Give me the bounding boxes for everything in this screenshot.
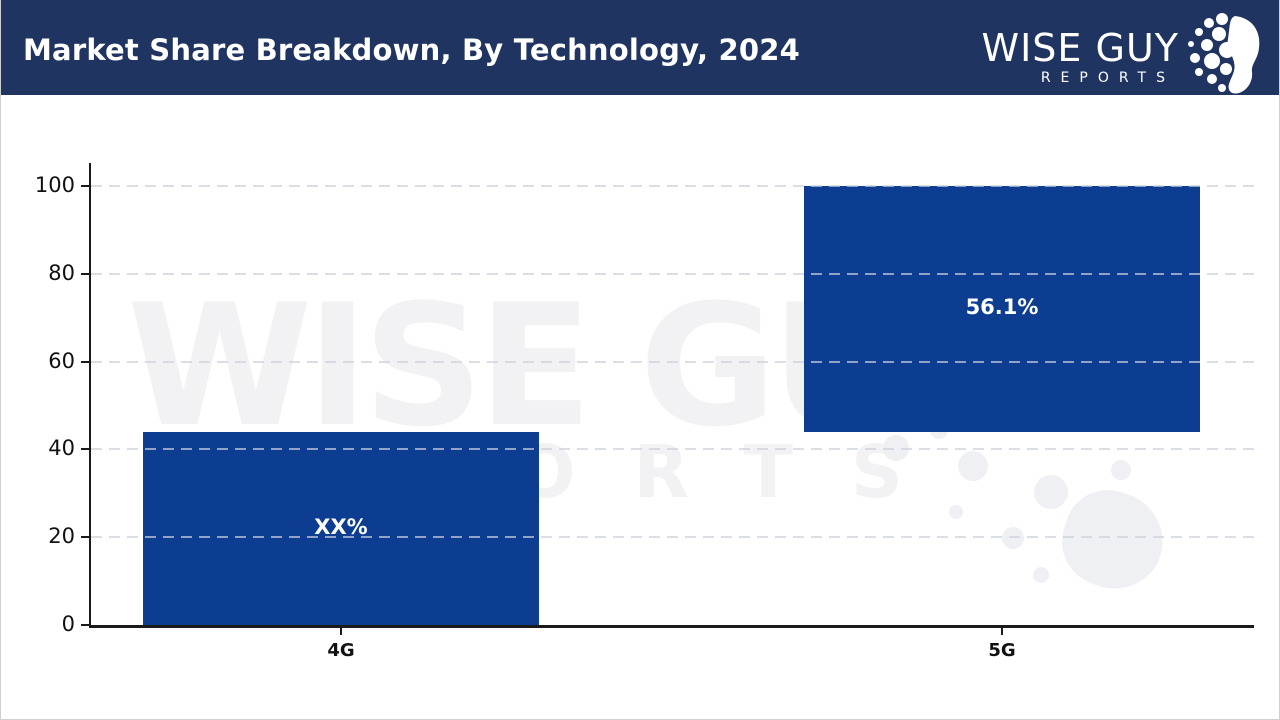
bar-value-label: XX% — [314, 514, 368, 539]
bar-4g — [143, 432, 539, 625]
y-tick-mark — [81, 536, 89, 539]
brand-head-icon — [1188, 13, 1260, 94]
page-title: Market Share Breakdown, By Technology, 2… — [23, 33, 801, 67]
brand-wordmark: WISE GUY — [981, 26, 1179, 70]
gridline — [91, 536, 1254, 539]
y-tick-mark — [81, 272, 89, 275]
gridline — [91, 272, 1254, 275]
x-tick-mark — [1001, 628, 1003, 635]
gridline — [91, 185, 1254, 187]
y-tick-label: 20 — [48, 524, 75, 549]
y-axis-spine — [89, 163, 91, 628]
bar-5g — [804, 186, 1200, 433]
y-tick-label: 80 — [48, 260, 75, 285]
x-tick-label: 4G — [327, 640, 355, 661]
brand-logo: WISE GUY REPORTS — [982, 10, 1267, 94]
y-tick-label: 60 — [48, 348, 75, 373]
y-tick-label: 0 — [61, 612, 75, 636]
y-tick-label: 40 — [48, 436, 75, 461]
x-axis-spine — [89, 625, 1254, 628]
brand-reports-label: REPORTS — [1040, 70, 1175, 86]
y-tick-mark — [81, 624, 89, 626]
x-tick-mark — [340, 628, 342, 635]
y-tick-mark — [81, 185, 89, 187]
gridline — [91, 448, 1254, 451]
bar-value-label: 56.1% — [965, 295, 1039, 320]
gridline — [91, 360, 1254, 363]
y-tick-mark — [81, 360, 89, 363]
y-tick-mark — [81, 448, 89, 451]
x-tick-label: 5G — [988, 640, 1016, 661]
header-bar: Market Share Breakdown, By Technology, 2… — [1, 0, 1279, 95]
y-tick-label: 100 — [34, 173, 75, 197]
